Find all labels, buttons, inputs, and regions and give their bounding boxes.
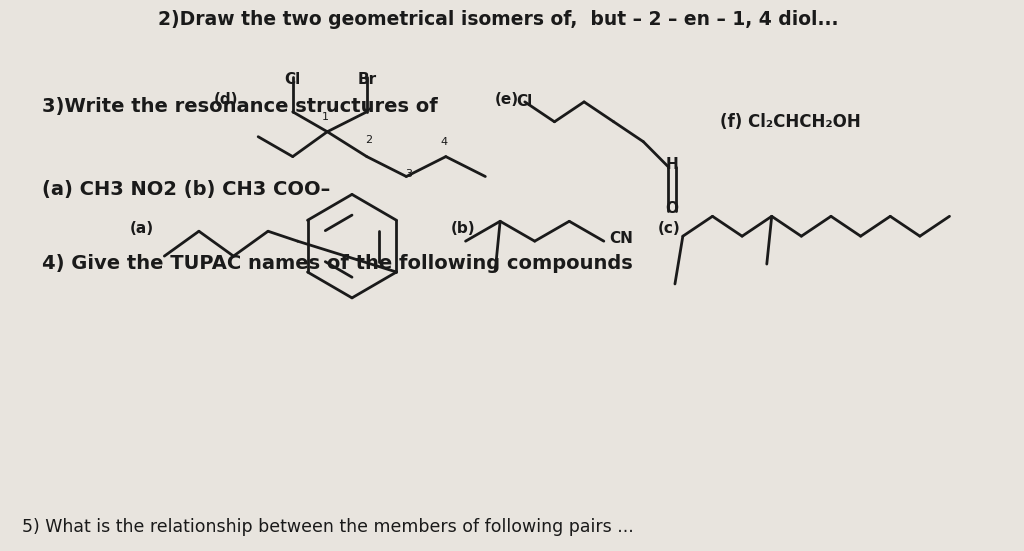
Text: 2)Draw the two geometrical isomers of,  but – 2 – en – 1, 4 diol...: 2)Draw the two geometrical isomers of, b…: [158, 9, 839, 29]
Text: CN: CN: [609, 231, 633, 246]
Text: O: O: [666, 201, 679, 217]
Text: (e): (e): [496, 92, 519, 107]
Text: (f) Cl₂CHCH₂OH: (f) Cl₂CHCH₂OH: [720, 113, 861, 131]
Text: 2: 2: [366, 134, 373, 145]
Text: 4) Give the TUPAC names of the following compounds: 4) Give the TUPAC names of the following…: [42, 253, 633, 273]
Text: (b): (b): [451, 222, 475, 236]
Text: Cl: Cl: [285, 72, 301, 87]
Text: (a): (a): [130, 222, 154, 236]
Text: (c): (c): [658, 222, 681, 236]
Text: 1: 1: [322, 112, 329, 122]
Text: (a) CH3 NO2 (b) CH3 COO–: (a) CH3 NO2 (b) CH3 COO–: [42, 180, 330, 198]
Text: 3: 3: [404, 170, 412, 180]
Text: (d): (d): [214, 92, 239, 107]
Text: 4: 4: [440, 137, 447, 147]
Text: 5) What is the relationship between the members of following pairs ...: 5) What is the relationship between the …: [22, 518, 634, 536]
Text: H: H: [666, 156, 678, 171]
Text: Cl: Cl: [517, 94, 532, 109]
Text: Br: Br: [357, 72, 377, 87]
Text: 3)Write the resonance structures of: 3)Write the resonance structures of: [42, 98, 437, 116]
